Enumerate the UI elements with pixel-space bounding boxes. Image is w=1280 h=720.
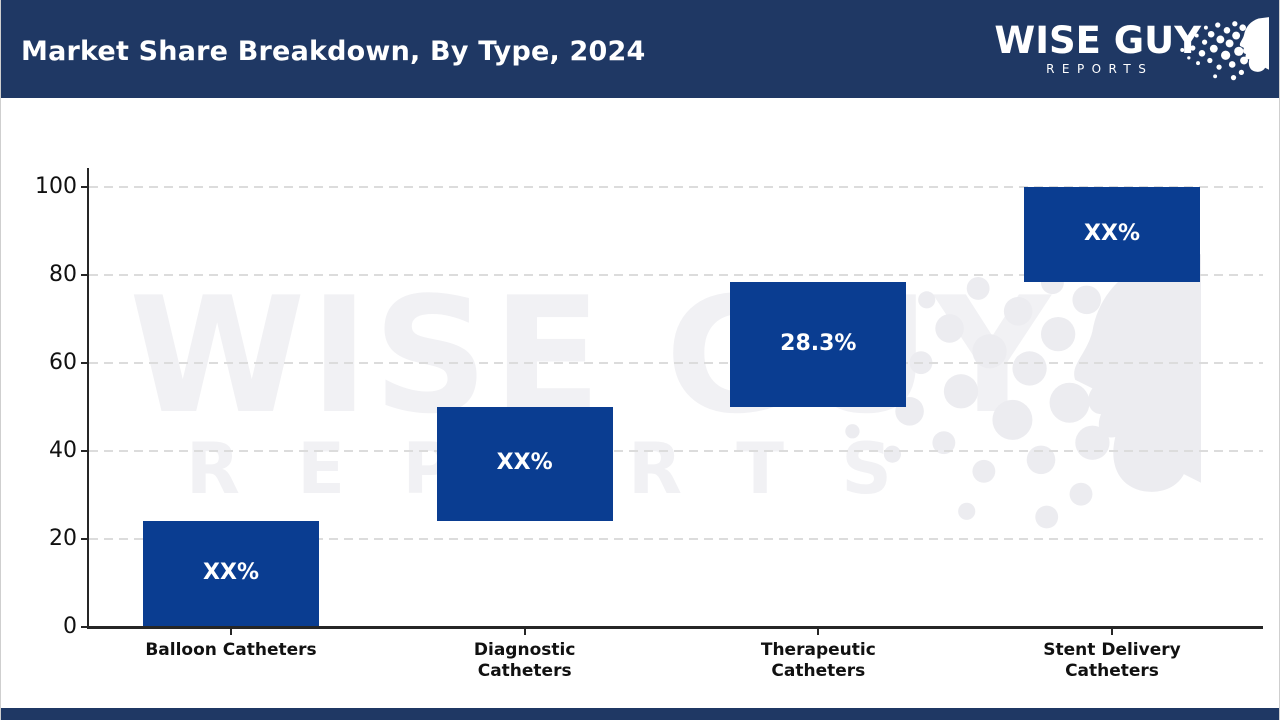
bar-value-label: XX% [1084,220,1140,246]
x-axis-category-label: Diagnostic Catheters [473,640,576,681]
y-tick-label: 0 [63,614,77,639]
bar [436,407,613,521]
gridline [89,538,1263,540]
y-tick-label: 100 [35,174,77,199]
x-axis-category-label: Stent Delivery Catheters [1043,640,1181,681]
bar-value-label: XX% [496,449,553,475]
bar-value-label: XX% [203,559,259,585]
y-tick-mark [81,362,88,364]
y-tick-label: 20 [49,526,77,551]
brand-subname: REPORTS [1046,62,1154,76]
y-tick-mark [81,186,88,188]
y-tick-label: 80 [49,262,77,287]
header-band: Market Share Breakdown, By Type, 2024 WI… [1,0,1279,98]
brand-face-dots-icon [1177,14,1269,86]
y-tick-mark [81,450,88,452]
x-axis-line [87,626,1263,629]
x-axis-category-label: Balloon Catheters [145,640,317,660]
y-tick-mark [81,538,88,540]
y-tick-label: 60 [49,350,77,375]
gridline [89,274,1263,276]
brand-wordmark: WISE GUY REPORTS [994,22,1201,76]
chart-title: Market Share Breakdown, By Type, 2024 [21,36,646,67]
brand-name: WISE GUY [994,19,1201,62]
brand-logo: WISE GUY REPORTS [994,10,1263,90]
x-axis-category-label: Therapeutic Catheters [760,640,876,681]
y-tick-mark [81,626,88,628]
bar [143,520,319,627]
footer-band [1,708,1279,720]
x-tick-mark [230,629,232,635]
x-tick-mark [523,629,526,635]
x-tick-mark [817,629,820,635]
y-axis-line [87,168,89,628]
gridline [89,186,1263,188]
gridline [89,450,1263,452]
x-tick-mark [1111,629,1113,635]
bar-value-label: 28.3% [780,330,857,356]
gridline [89,362,1263,364]
y-tick-label: 40 [49,438,77,463]
y-tick-mark [81,274,88,276]
